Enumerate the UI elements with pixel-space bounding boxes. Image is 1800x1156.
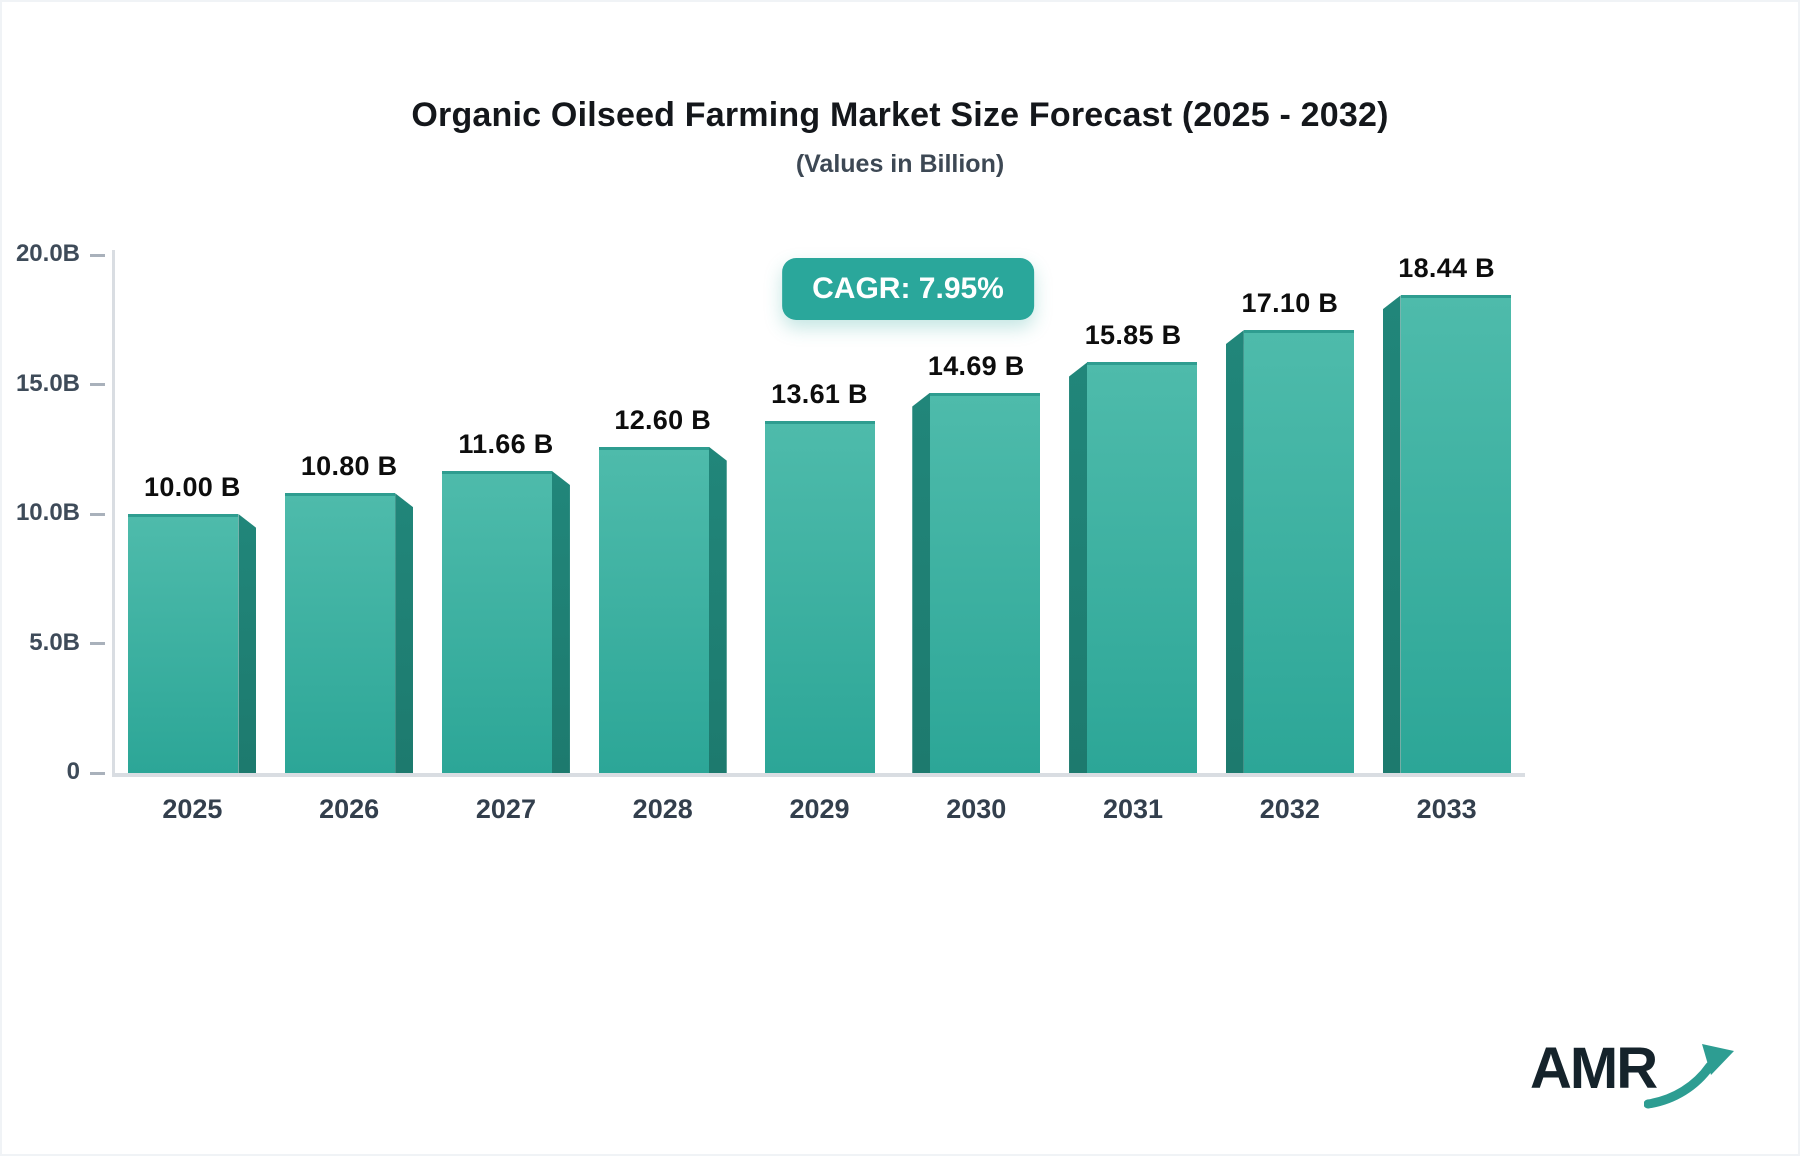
x-axis-baseline [112, 773, 1525, 777]
bar-2031 [1087, 362, 1198, 773]
y-axis-tick-label: 5.0B [29, 628, 80, 656]
bar-2032 [1243, 330, 1354, 773]
bar-value-label-2030: 14.69 B [927, 350, 1025, 381]
chart-subtitle: (Values in Billion) [795, 150, 1005, 178]
bar-value-label-2028: 12.60 B [614, 404, 712, 435]
bar-2027 [441, 471, 552, 773]
x-axis-label-2028: 2028 [632, 794, 693, 824]
y-axis-tick-mark [90, 253, 105, 257]
bar-2025 [128, 514, 239, 773]
x-axis-label-2027: 2027 [475, 794, 536, 824]
bar-side-face-2028 [708, 446, 727, 773]
amr-logo-text: AMR [1530, 1036, 1658, 1101]
bar-value-label-2033: 18.44 B [1398, 253, 1495, 284]
y-axis-tick-label: 20.0B [15, 240, 80, 267]
bar-2026 [285, 493, 396, 773]
bar-2030 [930, 392, 1041, 773]
x-axis-label-2029: 2029 [789, 794, 850, 824]
x-axis-label-2033: 2033 [1416, 794, 1477, 824]
bar-side-face-2031 [1069, 362, 1088, 773]
y-axis-tick-mark [90, 642, 105, 645]
bar-side-face-2032 [1225, 330, 1244, 773]
amr-logo: AMR [1530, 1040, 1736, 1114]
bar-value-label-2031: 15.85 B [1084, 320, 1182, 351]
bar-value-label-2027: 11.66 B [458, 429, 554, 459]
bar-side-face-2025 [238, 514, 257, 773]
x-axis-label-2032: 2032 [1259, 794, 1320, 824]
y-axis-tick-label: 0 [66, 758, 80, 785]
x-axis-label-2030: 2030 [946, 794, 1007, 824]
x-axis-label-2026: 2026 [319, 794, 380, 824]
bar-side-face-2030 [912, 392, 931, 773]
cagr-badge: CAGR: 7.95% [782, 258, 1034, 320]
bar-value-label-2029: 13.61 B [771, 378, 868, 409]
bar-side-face-2027 [551, 471, 570, 773]
bar-value-label-2032: 17.10 B [1241, 288, 1339, 319]
y-axis-tick-mark [90, 512, 105, 516]
bar-2029 [764, 420, 875, 773]
bar-side-face-2033 [1382, 295, 1401, 773]
y-axis-line [112, 250, 115, 777]
bar-2033 [1400, 295, 1511, 773]
bar-side-face-2026 [395, 493, 414, 773]
growth-arrow-icon [1644, 1044, 1735, 1109]
y-axis-tick-mark [90, 771, 105, 775]
x-axis-label-2031: 2031 [1103, 794, 1164, 824]
bar-value-label-2026: 10.80 B [300, 451, 398, 482]
x-axis-label-2025: 2025 [162, 794, 223, 824]
y-axis-tick-mark [90, 383, 105, 386]
bar-value-label-2025: 10.00 B [144, 472, 241, 502]
bar-2028 [598, 446, 709, 773]
y-axis-tick-label: 10.0B [15, 499, 80, 526]
chart-title: Organic Oilseed Farming Market Size Fore… [411, 96, 1389, 134]
y-axis-tick-label: 15.0B [15, 369, 80, 397]
